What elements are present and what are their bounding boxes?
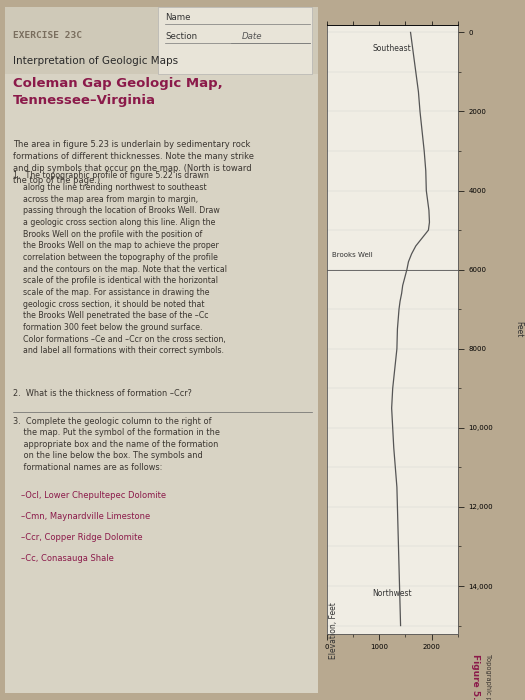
Y-axis label: Feet: Feet — [514, 321, 523, 337]
Text: 3.  Complete the geologic column to the right of
    the map. Put the symbol of : 3. Complete the geologic column to the r… — [13, 416, 220, 472]
Text: –Ocl, Lower Chepultepec Dolomite: –Ocl, Lower Chepultepec Dolomite — [21, 491, 166, 500]
Text: Elevation, Feet: Elevation, Feet — [329, 603, 338, 659]
Text: Topographic profile from northwest to southeast across the Coleman Gap map. (See: Topographic profile from northwest to so… — [485, 654, 491, 700]
Text: Tennessee–Virginia: Tennessee–Virginia — [13, 94, 156, 106]
Text: 1.  The topographic profile of figure 5.22 is drawn
    along the line trending : 1. The topographic profile of figure 5.2… — [13, 172, 227, 356]
Text: Date: Date — [242, 32, 262, 41]
Text: Figure 5.22: Figure 5.22 — [470, 654, 480, 700]
Text: –Cc, Conasauga Shale: –Cc, Conasauga Shale — [21, 554, 114, 564]
Text: EXERCISE 23C: EXERCISE 23C — [13, 32, 82, 41]
Text: –Cmn, Maynardville Limestone: –Cmn, Maynardville Limestone — [21, 512, 150, 522]
Text: 2.  What is the thickness of formation –Ccr?: 2. What is the thickness of formation –C… — [13, 389, 192, 398]
Text: Coleman Gap Geologic Map,: Coleman Gap Geologic Map, — [13, 78, 223, 90]
Text: –Ccr, Copper Ridge Dolomite: –Ccr, Copper Ridge Dolomite — [21, 533, 143, 542]
Text: Interpretation of Geologic Maps: Interpretation of Geologic Maps — [13, 57, 178, 66]
Text: Section: Section — [165, 32, 197, 41]
Text: Northwest: Northwest — [372, 589, 412, 598]
Text: Southeast: Southeast — [373, 43, 412, 52]
Text: Name: Name — [165, 13, 191, 22]
Text: The area in figure 5.23 is underlain by sedimentary rock
formations of different: The area in figure 5.23 is underlain by … — [13, 140, 254, 186]
Text: Brooks Well: Brooks Well — [332, 252, 373, 258]
